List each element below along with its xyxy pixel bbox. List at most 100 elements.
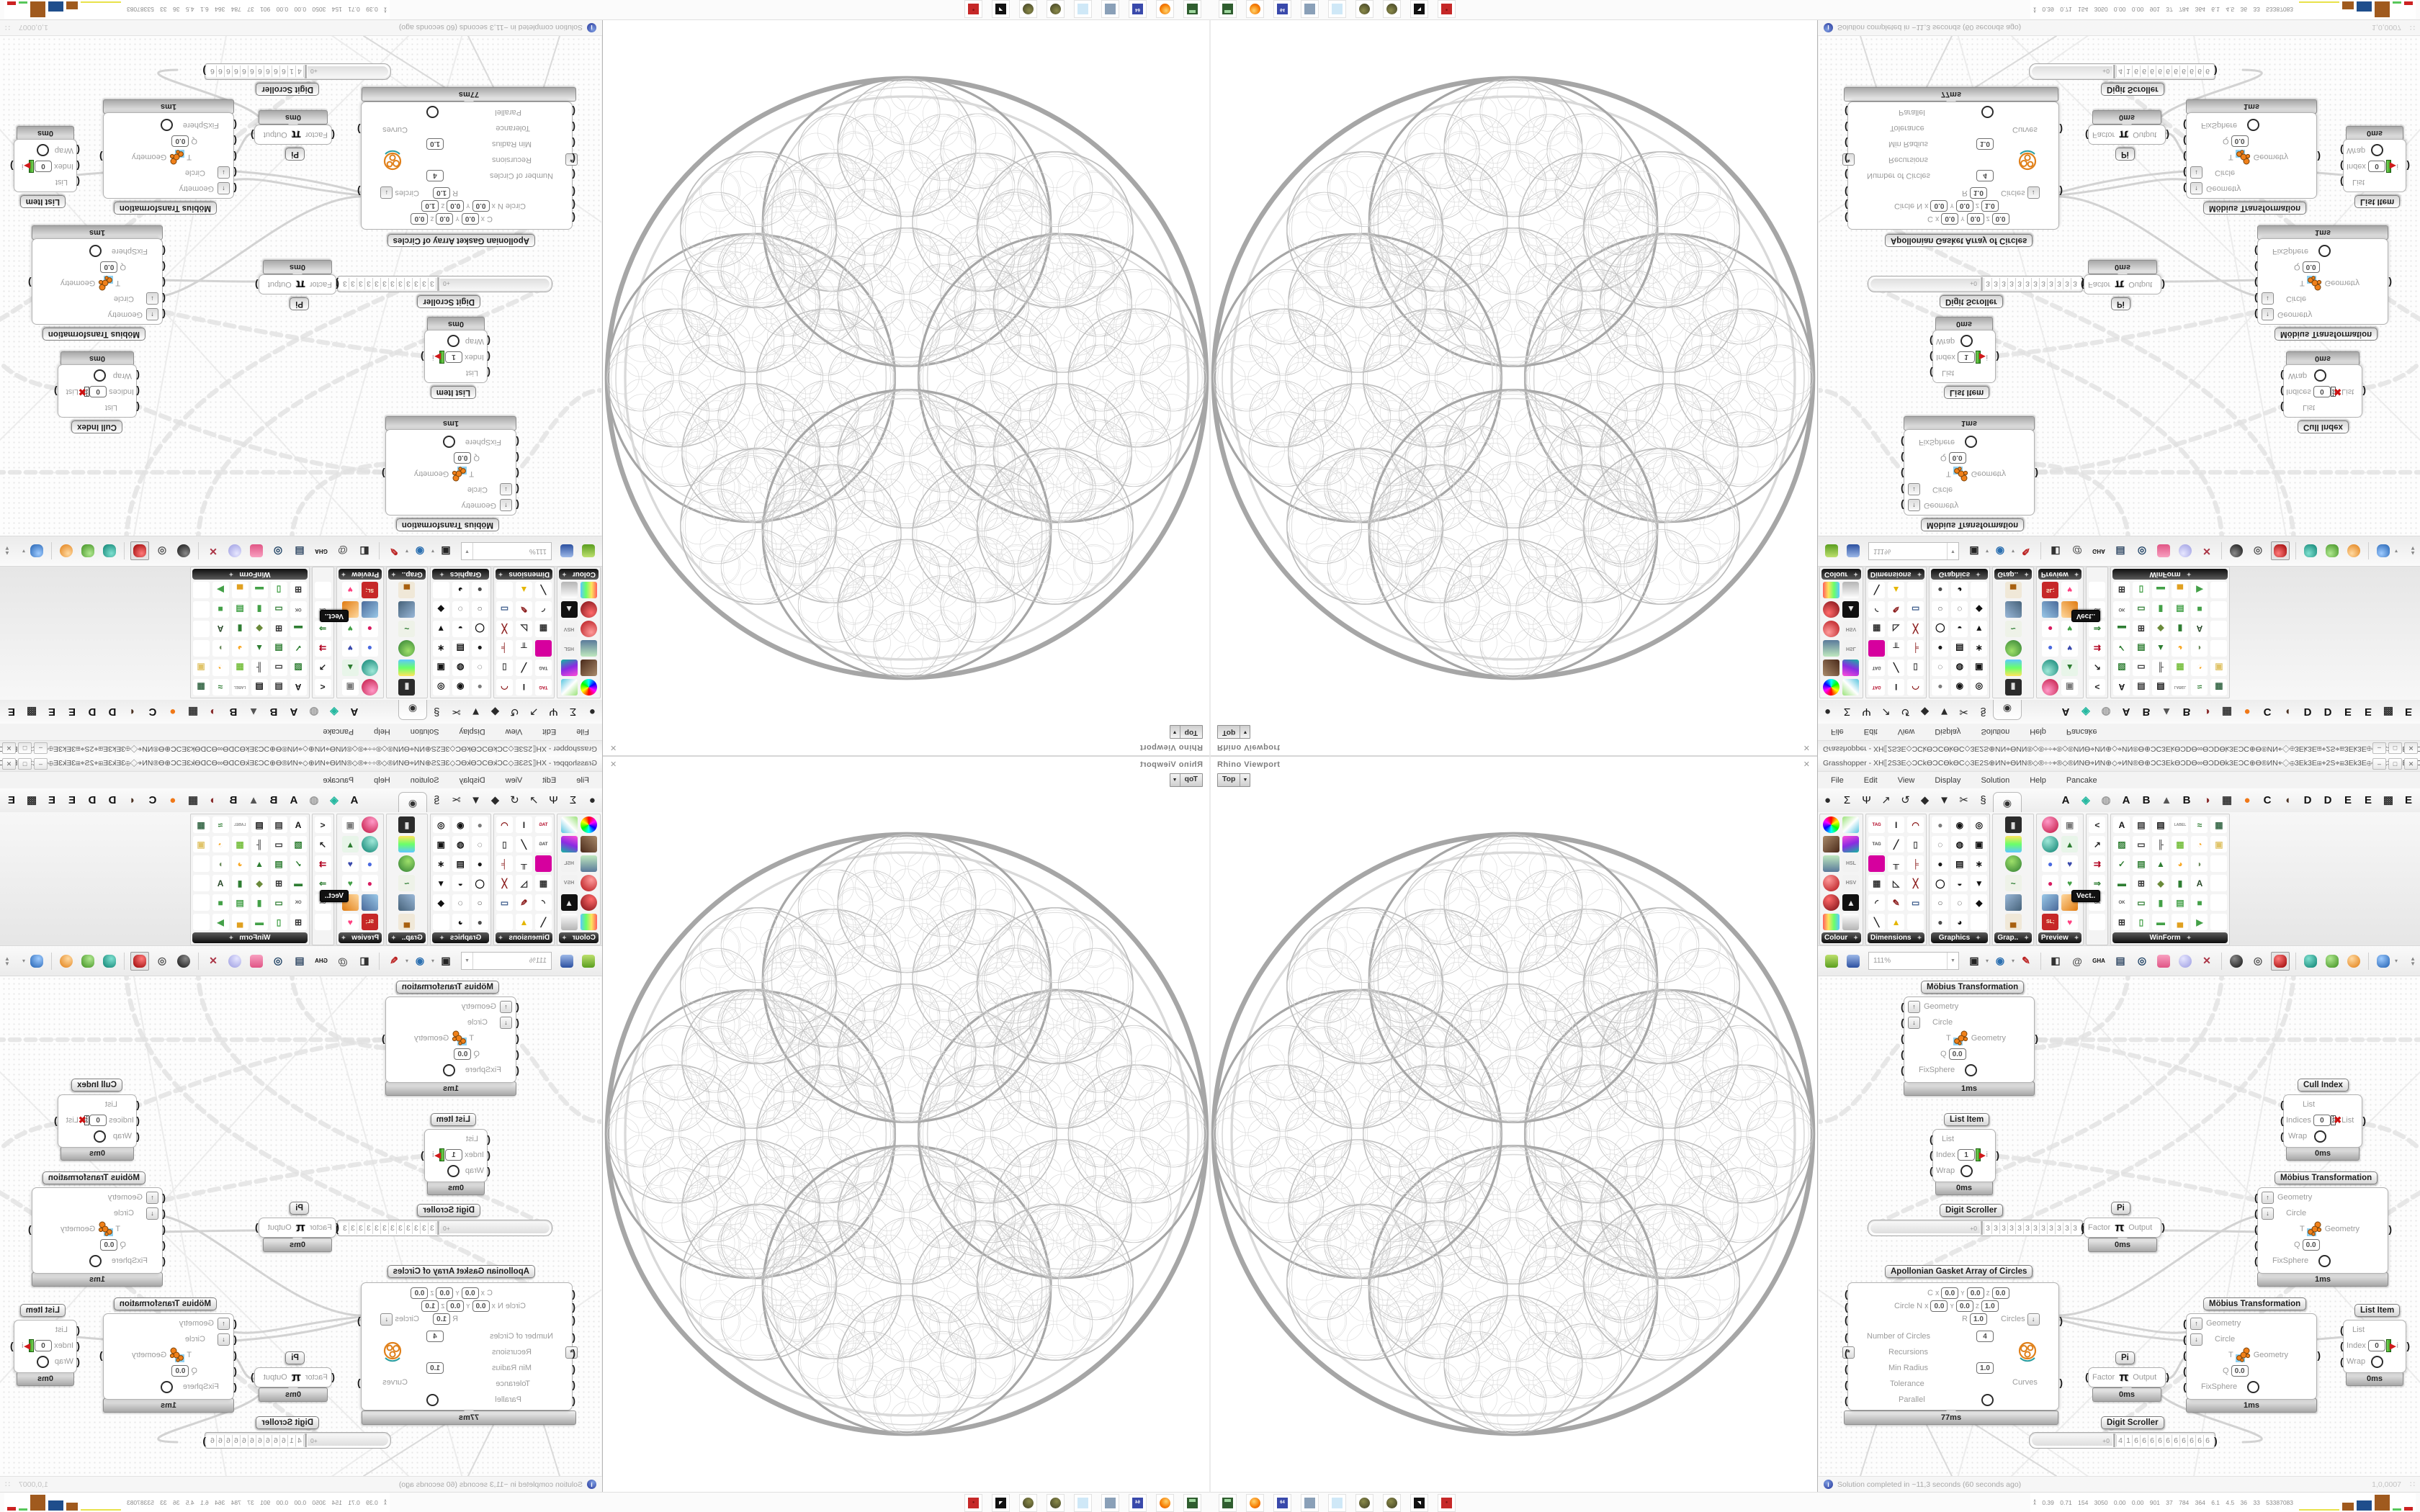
gha-icon[interactable]: GHA <box>315 548 328 554</box>
viewport-close-icon[interactable]: ✕ <box>1803 760 1810 769</box>
dropdown-arrow-icon[interactable]: ▾ <box>405 958 408 964</box>
node-body[interactable]: ((((() ↑ Geometry ↓ Circle T Geometry Q 0.0 FixS… <box>99 112 237 199</box>
output-port[interactable]: ) <box>28 1223 32 1235</box>
black-badge-icon[interactable]: ◥ <box>992 1493 1010 1512</box>
tab-c-icon[interactable]: C <box>2263 794 2272 806</box>
scroller-thumb[interactable] <box>305 65 307 78</box>
wrap-toggle[interactable] <box>93 369 106 382</box>
input-port[interactable]: ( <box>2280 1115 2284 1126</box>
palette-icon[interactable]: ✎ <box>1888 894 1905 911</box>
scroller-track[interactable]: +0 <box>308 1435 388 1446</box>
palette-icon[interactable] <box>2042 601 2059 618</box>
palette-icon[interactable] <box>1842 836 1860 852</box>
scroller-digit[interactable]: 1 <box>288 1434 296 1446</box>
scroller-digit[interactable]: 6 <box>2179 66 2187 78</box>
dropdown-arrow-icon[interactable]: ▾ <box>2012 548 2015 554</box>
close-button[interactable]: ✕ <box>2404 758 2418 770</box>
wrap-toggle[interactable] <box>2314 1130 2327 1143</box>
input-port[interactable]: ( <box>2183 1318 2187 1329</box>
input-port[interactable]: ( <box>136 1115 140 1126</box>
maximize-button[interactable]: □ <box>2388 742 2402 754</box>
input-port[interactable]: ( <box>572 106 575 117</box>
palette-icon[interactable]: ╞ <box>1907 640 1924 657</box>
palette-icon[interactable] <box>1823 660 1840 676</box>
grid-icon[interactable]: ▦ <box>2221 706 2233 718</box>
flatten-down-icon[interactable]: ↓ <box>2262 292 2274 305</box>
flatten-down-icon[interactable]: ↓ <box>500 1016 512 1029</box>
cross-arrows-icon[interactable]: ✕ <box>2202 546 2211 557</box>
palette-tab-graphics[interactable]: Graphics ✦ <box>431 932 489 943</box>
at-icon[interactable]: @ <box>2072 955 2082 967</box>
input-port[interactable]: ( <box>233 1318 237 1329</box>
palette-icon[interactable]: ▤ <box>2133 679 2150 696</box>
input-port[interactable]: ( <box>487 351 490 363</box>
dropdown-arrow-icon[interactable]: ▾ <box>1986 548 1989 554</box>
palette-icon[interactable]: LABEL <box>2172 679 2189 696</box>
toolbar-overflow-arrows[interactable]: ▲ ▼ <box>2410 545 2416 557</box>
palette-icon[interactable]: < <box>314 816 331 833</box>
scroller-digit[interactable]: 3 <box>429 1222 436 1234</box>
output-port[interactable]: ) <box>202 66 206 78</box>
palette-icon[interactable]: ▦ <box>192 679 210 696</box>
scroller-track[interactable]: +0 <box>440 1223 550 1233</box>
gem-green-icon[interactable] <box>79 953 97 970</box>
q-value[interactable]: 0.0 <box>1948 1048 1966 1060</box>
black-badge-icon[interactable]: ◥ <box>992 0 1010 19</box>
palette-icon[interactable]: ● <box>471 679 488 696</box>
scroller-thumb[interactable] <box>1981 277 1983 291</box>
scroller-digit[interactable]: 6 <box>2156 66 2164 78</box>
output-port[interactable]: ) <box>2317 151 2321 163</box>
input-port[interactable]: ( <box>233 1365 237 1377</box>
gem-green-icon[interactable] <box>2323 543 2341 560</box>
node-body[interactable]: ((() List Index 1 ▶ i Wrap <box>1930 330 1999 383</box>
input-port[interactable]: ( <box>516 1048 519 1060</box>
node-body[interactable]: ((((() ↑ Geometry ↓ Circle T Geometry Q 0.0 FixS… <box>28 1187 166 1274</box>
palette-icon[interactable]: ◕ <box>452 582 469 598</box>
arrow-icon[interactable]: ↗ <box>529 706 539 718</box>
palette-icon[interactable]: ∗ <box>432 640 449 657</box>
palette-icon[interactable] <box>1823 855 1840 872</box>
scroller-digit[interactable]: 3 <box>2023 1222 2031 1234</box>
palette-icon[interactable]: ◕ <box>2172 640 2189 657</box>
index-value[interactable]: 0 <box>35 161 53 172</box>
input-port[interactable]: ( <box>2340 1356 2344 1367</box>
palette-icon[interactable]: SL; <box>2042 914 2059 930</box>
palette-icon[interactable] <box>2042 836 2059 852</box>
dropdown-arrow-icon[interactable]: ▾ <box>405 548 408 554</box>
scroller-digit[interactable]: 4 <box>296 1434 304 1446</box>
palette-tab-grap[interactable]: Grap.. ✦ <box>1994 932 2032 943</box>
scroller-digit[interactable]: 3 <box>2039 278 2047 290</box>
palette-icon[interactable] <box>534 855 552 872</box>
input-port[interactable]: ( <box>1845 1301 1848 1313</box>
palette-icon[interactable]: ╞ <box>496 855 513 872</box>
input-port[interactable]: ( <box>516 1064 519 1076</box>
node-canvas[interactable]: Möbius Transformation((((() ↑ Geometry ↓ Cir… <box>1819 976 2420 1476</box>
maximize-button[interactable]: □ <box>2388 758 2402 770</box>
palette-icon[interactable]: ▯ <box>270 914 287 930</box>
scroller-digit[interactable]: 3 <box>2055 278 2063 290</box>
palette-icon[interactable]: ▯ <box>270 582 287 598</box>
output-port[interactable]: ) <box>2161 279 2165 291</box>
input-port[interactable]: ( <box>233 1381 237 1392</box>
output-port[interactable]: ) <box>2214 1434 2218 1446</box>
gift-box-icon[interactable] <box>2155 953 2172 970</box>
node-body[interactable]: ((() List Index 0 ▶ i Wrap <box>10 139 80 192</box>
palette-icon[interactable]: ◯ <box>471 621 488 637</box>
input-port[interactable]: ( <box>336 279 339 291</box>
palette-icon[interactable]: ○ <box>1932 601 1949 618</box>
input-port[interactable]: ( <box>1930 1133 1933 1145</box>
palette-tab-expand-icon[interactable]: ✦ <box>2186 571 2192 577</box>
firefox-icon[interactable] <box>1156 1493 1174 1512</box>
input-port[interactable]: ( <box>2085 1371 2089 1382</box>
palette-icon[interactable] <box>1842 914 1860 930</box>
node-label[interactable]: Möbius Transformation <box>2275 1171 2378 1184</box>
menu-item-solution[interactable]: Solution <box>410 727 439 737</box>
menu-item-view[interactable]: View <box>1897 775 1915 785</box>
node-label[interactable]: Pi <box>290 297 309 310</box>
palette-icon[interactable]: ~ <box>398 875 416 891</box>
palette-icon[interactable]: ▲ <box>341 836 359 852</box>
node-body[interactable]: ((((() ↑ Geometry ↓ Circle T Geometry Q 0.0 FixS… <box>382 429 519 516</box>
exit-door-icon[interactable]: ◧ <box>2051 546 2061 557</box>
palette-icon[interactable]: ▲ <box>341 660 359 676</box>
notepad-icon[interactable] <box>1328 1493 1346 1512</box>
